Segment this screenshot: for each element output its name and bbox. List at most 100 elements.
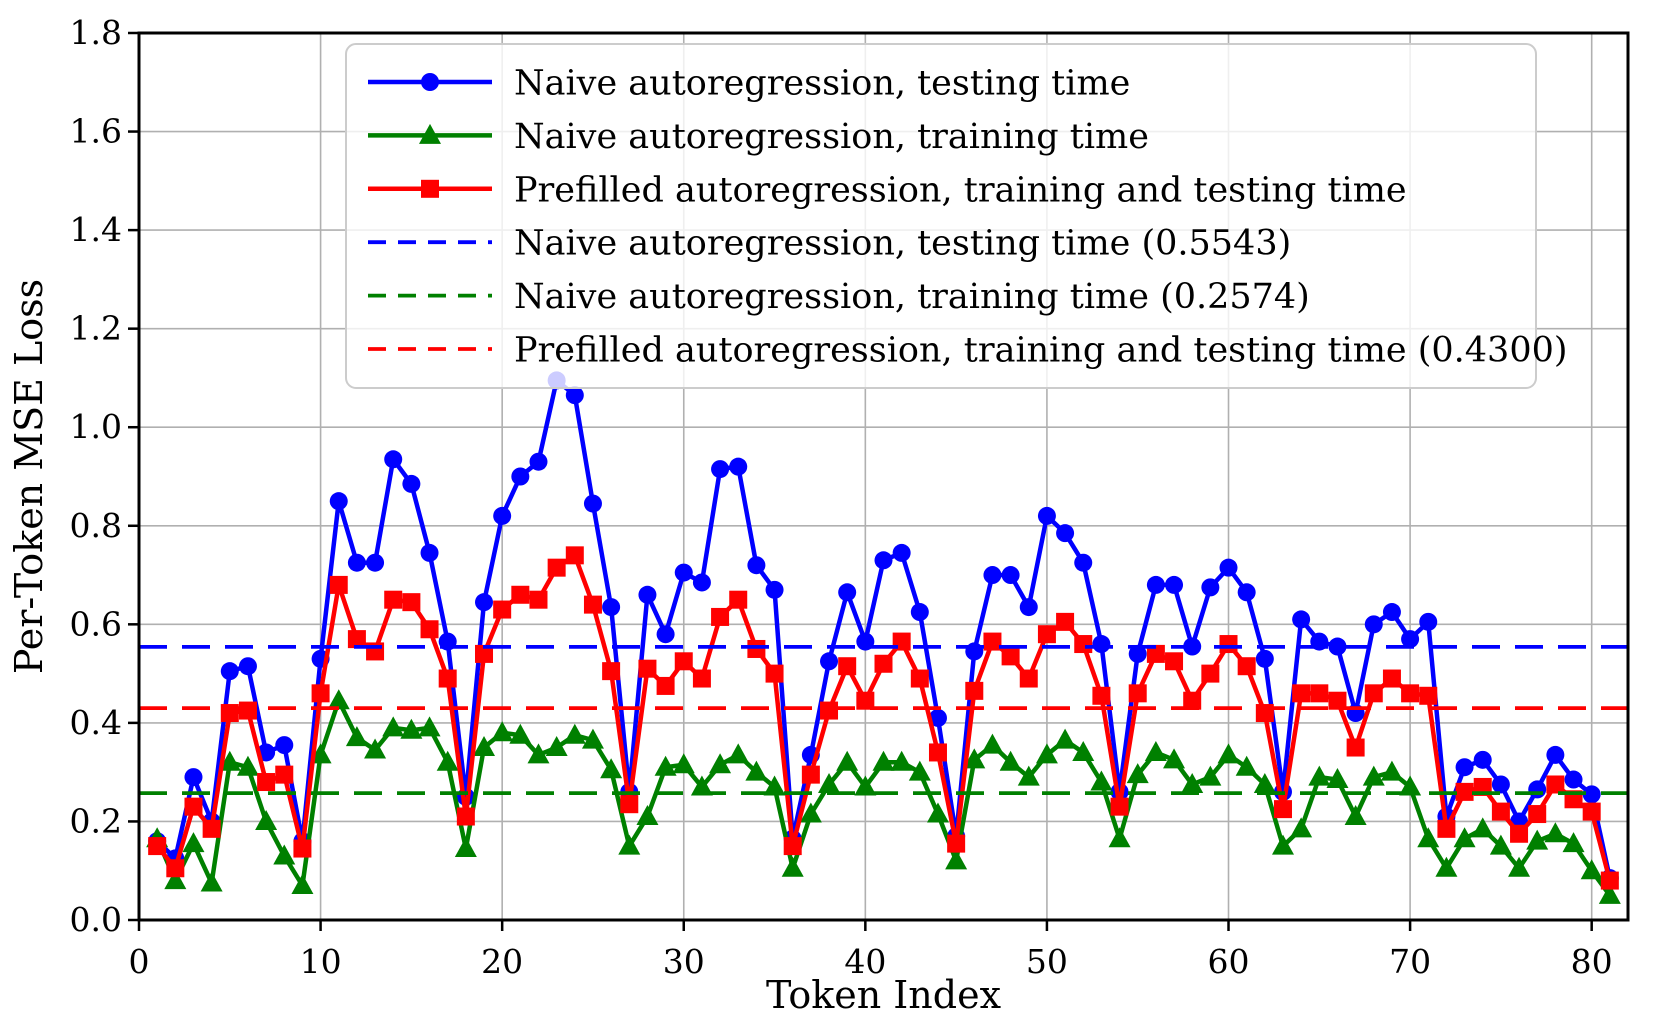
- data-point-marker: [382, 716, 405, 737]
- data-point-marker: [511, 467, 530, 486]
- data-point-marker: [311, 684, 330, 703]
- data-point-marker: [1491, 802, 1510, 821]
- data-point-marker: [184, 768, 203, 787]
- data-point-marker: [690, 775, 713, 796]
- data-point-marker: [926, 802, 949, 823]
- data-point-marker: [384, 450, 403, 469]
- data-point-marker: [473, 736, 496, 757]
- data-point-marker: [1292, 610, 1311, 629]
- data-point-marker: [820, 652, 839, 671]
- data-point-marker: [856, 691, 875, 710]
- data-point-marker: [947, 834, 966, 853]
- data-point-marker: [1364, 684, 1383, 703]
- data-point-marker: [727, 743, 750, 764]
- data-point-marker: [838, 583, 857, 602]
- data-point-marker: [293, 839, 312, 858]
- data-point-marker: [818, 772, 841, 793]
- legend-item-label: Naive autoregression, testing time: [514, 64, 1130, 104]
- data-point-marker: [1344, 805, 1367, 826]
- data-point-marker: [1546, 775, 1565, 794]
- data-point-marker: [1419, 686, 1438, 705]
- data-point-marker: [1455, 782, 1474, 801]
- data-point-marker: [1128, 644, 1147, 663]
- y-tick-label: 1.2: [70, 309, 122, 348]
- data-point-marker: [1037, 506, 1056, 525]
- data-point-marker: [511, 585, 530, 604]
- x-tick-label: 80: [1571, 942, 1613, 981]
- data-point-marker: [1108, 827, 1131, 848]
- data-point-marker: [765, 664, 784, 683]
- data-point-marker: [238, 657, 257, 676]
- data-point-marker: [1074, 635, 1093, 654]
- data-point-marker: [1072, 740, 1095, 761]
- data-point-marker: [1271, 834, 1294, 855]
- data-point-marker: [1580, 859, 1603, 880]
- data-point-marker: [400, 718, 423, 739]
- data-point-marker: [1037, 625, 1056, 644]
- data-point-marker: [1237, 583, 1256, 602]
- data-point-marker: [1181, 772, 1204, 793]
- data-point-marker: [820, 701, 839, 720]
- data-point-marker: [1308, 765, 1331, 786]
- data-point-marker: [509, 723, 532, 744]
- y-tick-label: 0.6: [70, 604, 122, 643]
- legend-box: [345, 43, 1537, 389]
- data-point-marker: [1253, 772, 1276, 793]
- data-point-marker: [1419, 612, 1438, 631]
- data-point-marker: [747, 639, 766, 658]
- data-point-marker: [711, 607, 730, 626]
- data-point-marker: [1380, 760, 1403, 781]
- data-point-marker: [1491, 775, 1510, 794]
- data-point-marker: [1001, 647, 1020, 666]
- data-point-marker: [928, 743, 947, 762]
- data-point-marker: [1199, 765, 1222, 786]
- data-point-marker: [236, 755, 259, 776]
- data-point-marker: [545, 736, 568, 757]
- data-point-marker: [1508, 856, 1531, 877]
- data-point-marker: [763, 775, 786, 796]
- data-point-marker: [1471, 817, 1494, 838]
- data-point-marker: [711, 460, 730, 479]
- legend-item: Prefilled autoregression, training and t…: [368, 331, 1568, 371]
- data-point-marker: [402, 593, 421, 612]
- data-point-marker: [838, 657, 857, 676]
- x-tick-label: 0: [129, 942, 150, 981]
- data-point-marker: [602, 662, 621, 681]
- data-point-marker: [1273, 800, 1292, 819]
- data-point-marker: [255, 809, 278, 830]
- data-point-marker: [892, 543, 911, 562]
- data-point-marker: [1146, 644, 1165, 663]
- data-point-marker: [1146, 575, 1165, 594]
- data-point-marker: [1582, 785, 1601, 804]
- data-point-marker: [436, 750, 459, 771]
- x-tick-label: 20: [481, 942, 523, 981]
- data-point-marker: [420, 620, 439, 639]
- data-point-marker: [273, 844, 296, 865]
- y-axis-title: Per-Token MSE Loss: [7, 279, 51, 674]
- data-point-marker: [1054, 728, 1077, 749]
- data-point-marker: [275, 765, 294, 784]
- y-tick-label: 0.2: [70, 801, 122, 840]
- data-point-marker: [1183, 691, 1202, 710]
- data-point-marker: [1582, 802, 1601, 821]
- data-point-marker: [1310, 684, 1329, 703]
- x-tick-label: 40: [844, 942, 886, 981]
- data-point-marker: [983, 566, 1002, 585]
- data-point-marker: [928, 708, 947, 727]
- y-tick-label: 0.0: [70, 900, 122, 939]
- data-point-marker: [1110, 797, 1129, 816]
- data-point-marker: [1546, 745, 1565, 764]
- data-point-marker: [618, 834, 641, 855]
- data-point-marker: [999, 750, 1022, 771]
- data-point-marker: [854, 775, 877, 796]
- data-point-marker: [347, 630, 366, 649]
- data-point-marker: [1017, 765, 1040, 786]
- data-point-marker: [291, 874, 314, 895]
- data-point-marker: [872, 750, 895, 771]
- data-point-marker: [1201, 578, 1220, 597]
- data-point-marker: [475, 644, 494, 663]
- data-point-marker: [1092, 686, 1111, 705]
- data-point-marker: [654, 755, 677, 776]
- data-point-marker: [908, 760, 931, 781]
- data-point-marker: [1255, 649, 1274, 668]
